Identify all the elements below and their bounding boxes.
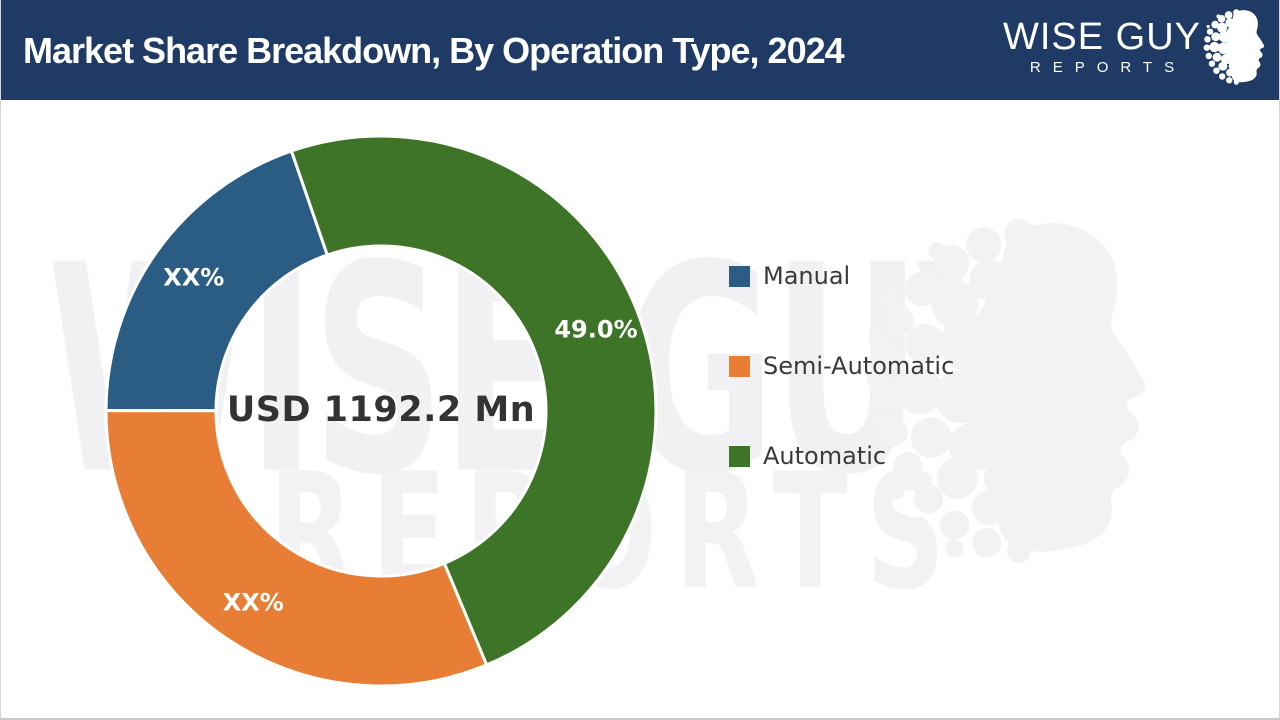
- brand-name: WISE GUY: [1002, 16, 1201, 58]
- slice-automatic: [289, 134, 658, 667]
- donut-chart: XX% XX% 49.0%: [104, 134, 658, 688]
- slice-label-semi-automatic: XX%: [223, 589, 284, 617]
- slice-manual: [104, 149, 330, 413]
- legend-label-semi-automatic: Semi-Automatic: [763, 352, 955, 380]
- bottom-divider: [1, 718, 1279, 720]
- brand-face-icon: [1203, 9, 1265, 85]
- slice-semi-automatic: [104, 409, 489, 688]
- brand-logo: WISE GUY REPORTS: [1003, 8, 1267, 86]
- legend-swatch-automatic: [729, 445, 750, 467]
- legend-swatch-semi-automatic: [729, 355, 750, 377]
- legend-swatch-manual: [729, 265, 750, 287]
- legend-label-manual: Manual: [763, 262, 851, 290]
- slice-label-manual: XX%: [163, 264, 224, 292]
- legend-label-automatic: Automatic: [763, 442, 887, 470]
- legend-item-semi-automatic: Semi-Automatic: [729, 352, 954, 380]
- legend-item-manual: Manual: [729, 262, 850, 290]
- legend-item-automatic: Automatic: [729, 442, 886, 470]
- watermark-face-icon: [867, 218, 1146, 564]
- slice-label-automatic: 49.0%: [554, 316, 637, 344]
- page-title: Market Share Breakdown, By Operation Typ…: [23, 30, 845, 71]
- chart-center-value: USD 1192.2 Mn: [226, 390, 536, 430]
- brand-subname: REPORTS: [1029, 59, 1187, 76]
- header-bar: Market Share Breakdown, By Operation Typ…: [1, 0, 1279, 100]
- brand-logo-text: WISE GUY REPORTS: [1003, 16, 1201, 78]
